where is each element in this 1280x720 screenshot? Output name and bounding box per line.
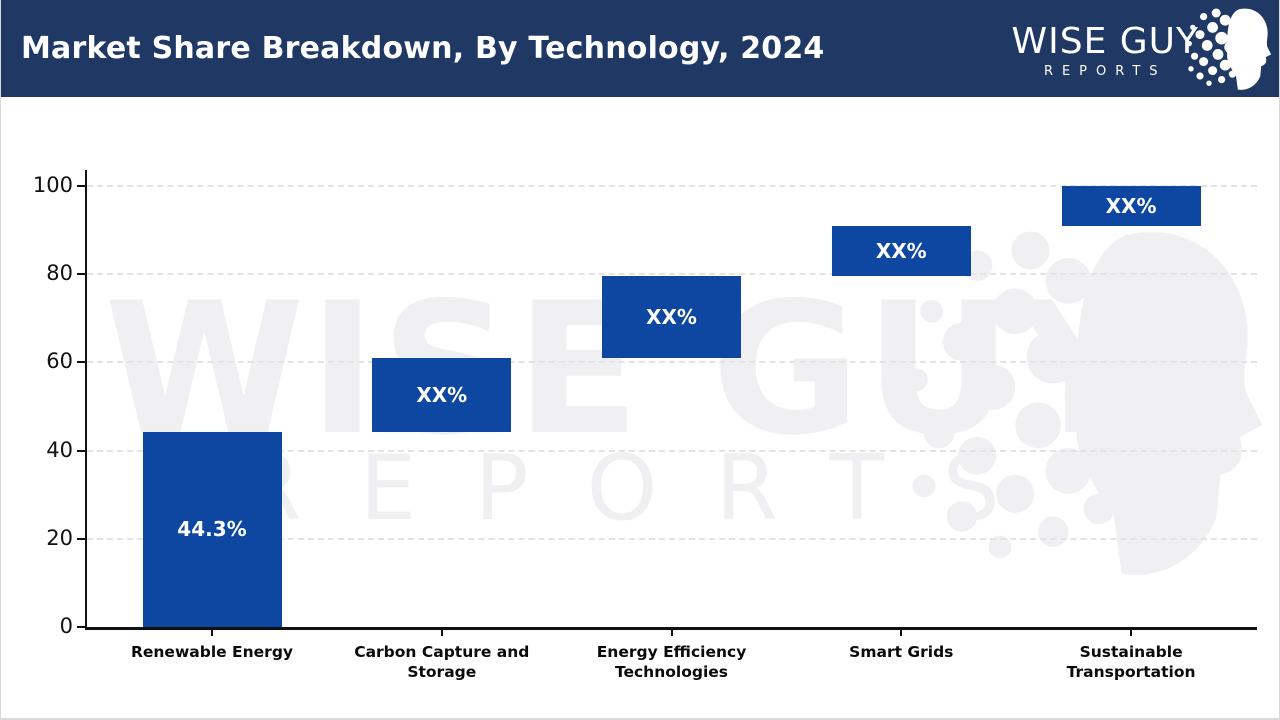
bar-value-label: XX% [646,305,697,330]
x-axis-label: Smart Grids [849,643,954,661]
page-title: Market Share Breakdown, By Technology, 2… [21,31,825,66]
gridline [87,361,1257,364]
y-tick-mark [77,626,87,628]
y-tick-mark [77,449,87,452]
y-tick-label: 20 [46,525,73,550]
x-tick-mark [440,629,443,636]
x-axis-label: Carbon Capture and Storage [354,643,530,682]
y-tick-mark [77,273,87,276]
x-tick-mark [670,629,673,636]
brand-name: WISE GUY [1011,21,1199,62]
y-tick-label: 40 [46,437,73,462]
bar: XX% [602,276,741,358]
gridline [87,537,1257,540]
brand-face-icon [1186,8,1272,90]
bar: XX% [372,357,512,432]
x-tick-mark [900,629,903,636]
gridline [87,273,1257,276]
brand-logo: WISE GUY REPORTS [1012,0,1272,97]
x-tick-mark [211,629,213,636]
bar-value-label: XX% [1105,193,1157,218]
bar-value-label: 44.3% [177,517,247,542]
y-tick-mark [77,537,87,540]
y-tick-label: 100 [32,173,73,197]
x-tick-mark [1130,629,1133,636]
gridline [87,185,1257,187]
x-axis-spine [85,627,1257,630]
x-axis-label: Renewable Energy [130,643,294,661]
y-tick-mark [77,185,87,187]
header-bar: Market Share Breakdown, By Technology, 2… [1,0,1279,97]
y-axis-spine [85,170,87,629]
x-axis-label: Energy Efficiency Technologies [596,643,747,682]
bar-value-label: XX% [416,382,468,407]
y-tick-label: 80 [46,261,73,286]
y-tick-mark [77,361,87,364]
brand-subtitle: REPORTS [1043,64,1167,79]
brand-logo-text: WISE GUY REPORTS [1011,21,1200,80]
bar: XX% [831,225,971,277]
x-axis-label: Sustainable Transportation [1066,643,1196,682]
bar: 44.3% [142,431,282,627]
y-tick-label: 0 [59,614,73,638]
gridline [87,449,1257,452]
bar-value-label: XX% [875,239,927,264]
watermark-reports-text: REPORTS [239,436,1058,541]
bar: XX% [1061,186,1201,226]
y-tick-label: 60 [46,349,73,374]
